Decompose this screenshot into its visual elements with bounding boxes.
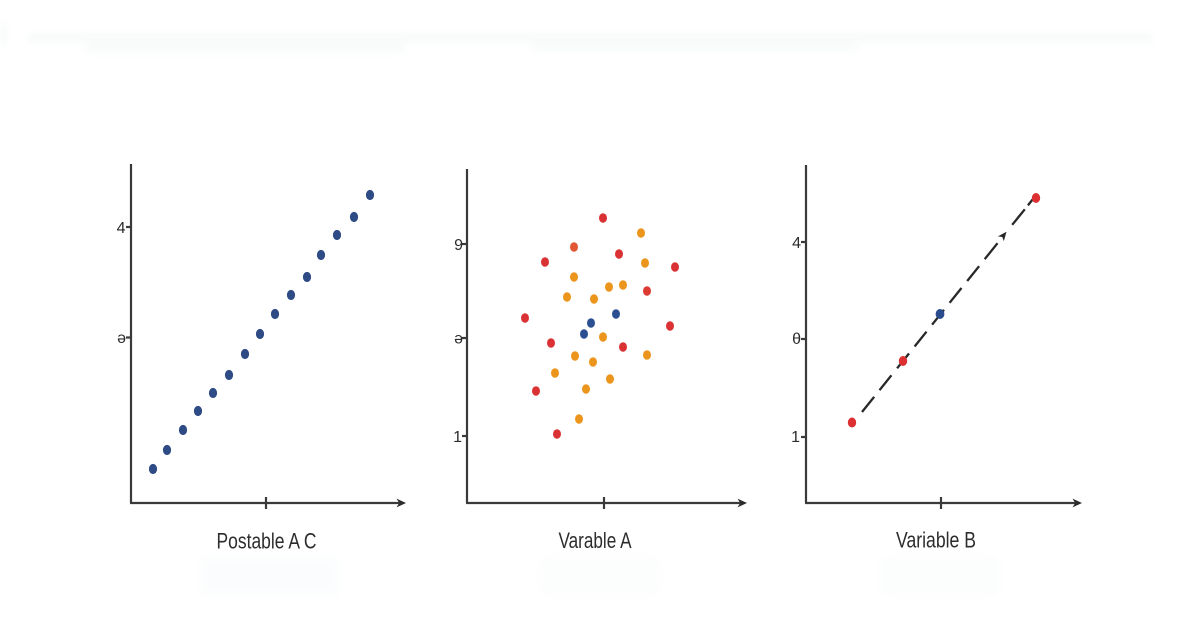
svg-text:4: 4	[792, 235, 801, 252]
svg-text:1: 1	[453, 429, 462, 446]
svg-text:θ: θ	[792, 331, 801, 348]
svg-text:1: 1	[791, 429, 800, 446]
svg-text:Varable A: Varable A	[559, 528, 632, 553]
svg-text:9: 9	[454, 237, 463, 254]
svg-text:ə: ə	[454, 331, 463, 348]
svg-text:ə: ə	[117, 330, 126, 347]
svg-text:Variable B: Variable B	[896, 528, 976, 553]
svg-text:4: 4	[117, 220, 126, 237]
svg-text:Postable A C: Postable A C	[217, 529, 317, 554]
